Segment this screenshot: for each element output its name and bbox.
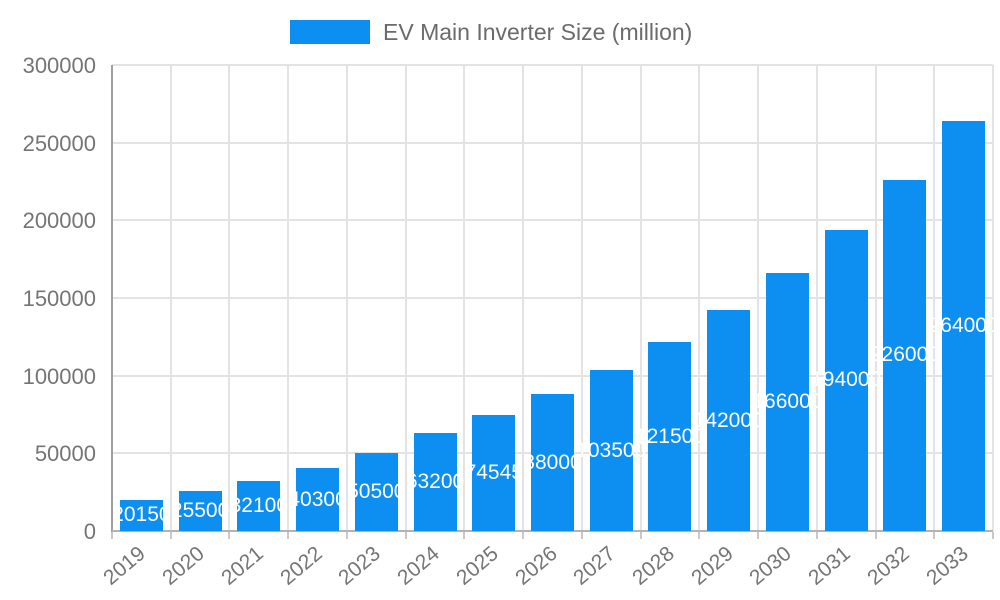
x-tick-mark <box>463 532 466 539</box>
x-axis-line <box>112 530 993 532</box>
bar-value-label: 226000 <box>869 343 940 367</box>
x-tick-mark <box>345 532 348 539</box>
bar-value-label: 63200 <box>405 469 465 493</box>
bar-2030[interactable] <box>765 273 809 531</box>
bar-value-label: 20150 <box>112 503 171 527</box>
bar-value-label: 121500 <box>634 424 705 448</box>
x-tick-mark <box>757 532 760 539</box>
h-gridline <box>112 374 993 377</box>
bar-2024[interactable] <box>413 432 457 531</box>
bar-2031[interactable] <box>824 229 868 531</box>
v-gridline <box>698 65 701 531</box>
x-tick-mark <box>228 532 231 539</box>
y-tick-label: 150000 <box>22 286 96 311</box>
y-tick-label: 0 <box>83 519 96 544</box>
x-tick-mark <box>992 532 994 539</box>
y-tick-label: 100000 <box>22 363 96 389</box>
v-gridline <box>404 65 407 531</box>
bar-2022[interactable] <box>296 468 340 531</box>
legend-label: EV Main Inverter Size (million) <box>383 19 693 45</box>
legend-item[interactable]: EV Main Inverter Size (million) <box>290 20 692 44</box>
v-gridline <box>463 65 466 531</box>
bar-2020[interactable] <box>178 491 222 531</box>
legend: EV Main Inverter Size (million) <box>290 20 692 44</box>
h-gridline <box>112 64 993 66</box>
bar-2028[interactable] <box>648 342 692 531</box>
bar-value-label: 40300 <box>288 487 347 511</box>
bar-2021[interactable] <box>237 481 281 531</box>
x-tick-mark <box>698 532 701 539</box>
bar-2019[interactable] <box>119 499 163 531</box>
y-tick-label: 50000 <box>34 441 96 467</box>
bar-2032[interactable] <box>883 179 927 531</box>
bar-value-label: 25500 <box>170 499 230 523</box>
bar-2025[interactable] <box>472 415 516 531</box>
h-gridline <box>112 297 993 299</box>
v-gridline <box>169 65 172 531</box>
x-tick-mark <box>933 532 936 539</box>
v-gridline <box>815 65 818 531</box>
v-gridline <box>287 65 290 531</box>
v-gridline <box>992 65 994 531</box>
bar-value-label: 142000 <box>693 408 764 432</box>
bar-value-label: 103500 <box>576 438 647 462</box>
h-gridline <box>112 219 993 222</box>
bar-value-label: 166000 <box>752 390 823 414</box>
bar-value-label: 74545 <box>464 461 523 485</box>
x-tick-mark <box>815 532 818 539</box>
x-tick-mark <box>639 532 642 539</box>
x-tick-mark <box>580 532 583 539</box>
v-gridline <box>874 65 877 531</box>
bar-2026[interactable] <box>531 394 574 531</box>
bar-2027[interactable] <box>589 370 633 531</box>
bar-value-label: 50500 <box>347 479 406 503</box>
v-gridline <box>522 65 525 531</box>
x-tick-mark <box>111 532 113 539</box>
y-tick-label: 250000 <box>22 130 96 156</box>
bar-2033[interactable] <box>942 120 986 531</box>
x-tick-mark <box>169 532 172 539</box>
v-gridline <box>580 65 583 531</box>
h-gridline <box>112 141 993 144</box>
y-tick-label: 300000 <box>22 53 96 78</box>
v-gridline <box>933 65 936 531</box>
bar-value-label: 264000 <box>928 313 999 337</box>
v-gridline <box>228 65 231 531</box>
v-gridline <box>639 65 642 531</box>
bar-value-label: 194000 <box>811 368 882 392</box>
v-gridline <box>757 65 760 531</box>
v-gridline <box>345 65 348 531</box>
bar-2029[interactable] <box>707 310 751 531</box>
x-tick-mark <box>522 532 525 539</box>
x-tick-mark <box>287 532 290 539</box>
legend-swatch <box>290 20 370 44</box>
bar-value-label: 88000 <box>523 450 582 474</box>
bar-2023[interactable] <box>354 452 398 531</box>
x-tick-mark <box>404 532 407 539</box>
bar-value-label: 32100 <box>229 494 289 518</box>
x-tick-mark <box>874 532 877 539</box>
y-tick-label: 200000 <box>22 208 96 234</box>
y-axis-line <box>111 65 113 539</box>
